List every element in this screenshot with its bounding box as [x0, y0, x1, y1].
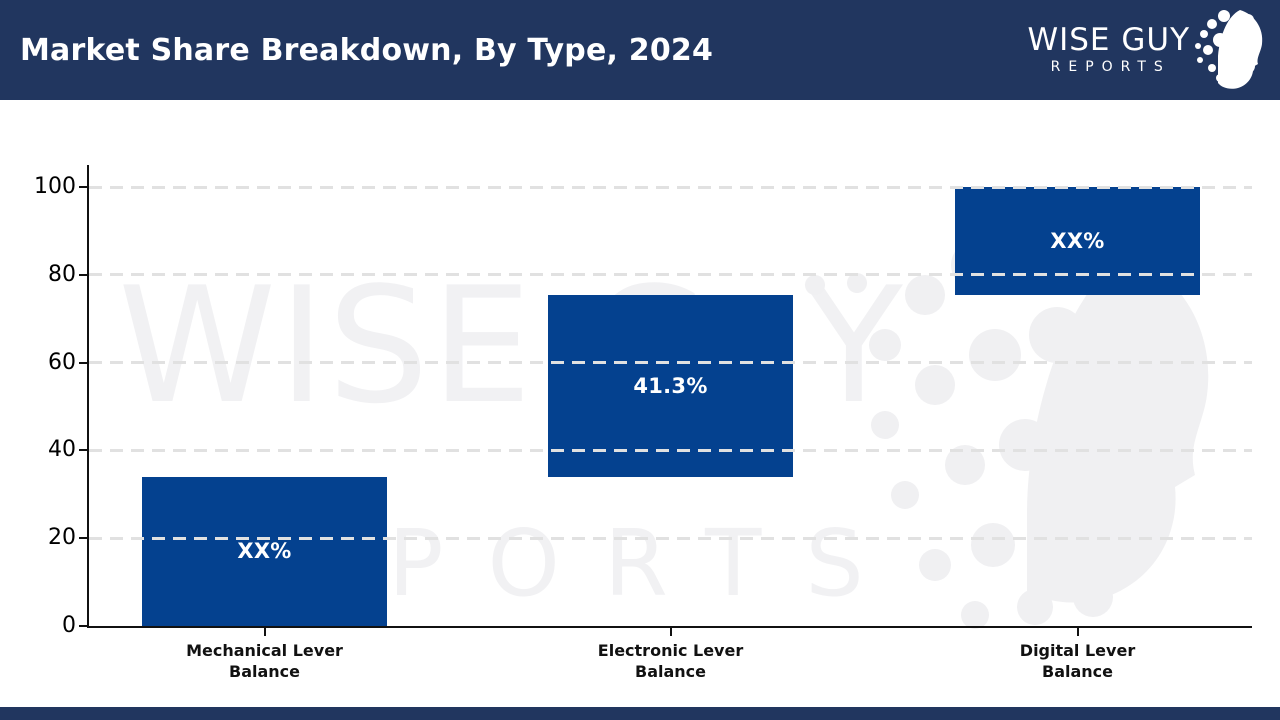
x-tick-mark — [1076, 628, 1079, 636]
y-tick-label: 60 — [48, 349, 76, 375]
logo-text: WISE GUY REPORTS — [1027, 23, 1190, 74]
bar-value-label: XX% — [1050, 229, 1105, 254]
y-tick-mark — [79, 186, 87, 188]
wiseguy-head-icon — [1195, 10, 1263, 89]
bar-value-label: XX% — [237, 539, 292, 564]
header-bar: Market Share Breakdown, By Type, 2024 WI… — [0, 0, 1280, 100]
x-tick-mark — [263, 628, 266, 636]
gridline — [89, 361, 1252, 365]
bar-segment: 41.3% — [548, 295, 793, 477]
x-category-label-line: Digital Lever — [1019, 641, 1136, 660]
x-category-label: Mechanical Lever Balance — [105, 640, 425, 682]
x-category-label-line: Mechanical Lever — [186, 641, 343, 660]
x-category-label: Electronic Lever Balance — [511, 640, 831, 682]
x-category-label: Digital Lever Balance — [918, 640, 1238, 682]
y-tick-label: 40 — [48, 437, 76, 463]
y-tick-label: 100 — [34, 174, 76, 199]
x-category-label-line: Electronic Lever — [597, 641, 744, 660]
gridline — [89, 273, 1252, 277]
y-tick-mark — [79, 537, 87, 540]
y-tick-mark — [79, 361, 87, 364]
y-tick-mark — [79, 625, 87, 627]
bar-segment: XX% — [142, 476, 387, 626]
gridline — [89, 448, 1252, 452]
logo-subtitle: REPORTS — [1050, 58, 1171, 75]
x-category-label-line: Balance — [229, 662, 300, 681]
gridline — [89, 536, 1252, 540]
y-tick-label: 80 — [48, 261, 76, 287]
y-axis-line — [87, 165, 89, 628]
x-axis-line — [87, 626, 1252, 628]
bar-segment: XX% — [955, 187, 1200, 296]
y-tick-mark — [79, 449, 87, 452]
footer-bar — [0, 707, 1280, 720]
wiseguy-logo: WISE GUY REPORTS — [1027, 6, 1266, 92]
x-category-label-line: Balance — [635, 662, 706, 681]
logo-title: WISE GUY — [1027, 22, 1190, 59]
x-category-label-line: Balance — [1042, 662, 1113, 681]
watermark-head-icon — [805, 229, 1209, 629]
gridline — [89, 185, 1252, 189]
y-tick-mark — [79, 273, 87, 276]
x-tick-mark — [669, 628, 672, 636]
y-tick-label: 20 — [48, 525, 76, 551]
y-tick-label: 0 — [62, 613, 76, 638]
page-title: Market Share Breakdown, By Type, 2024 — [20, 32, 714, 68]
bar-value-label: 41.3% — [633, 374, 708, 399]
